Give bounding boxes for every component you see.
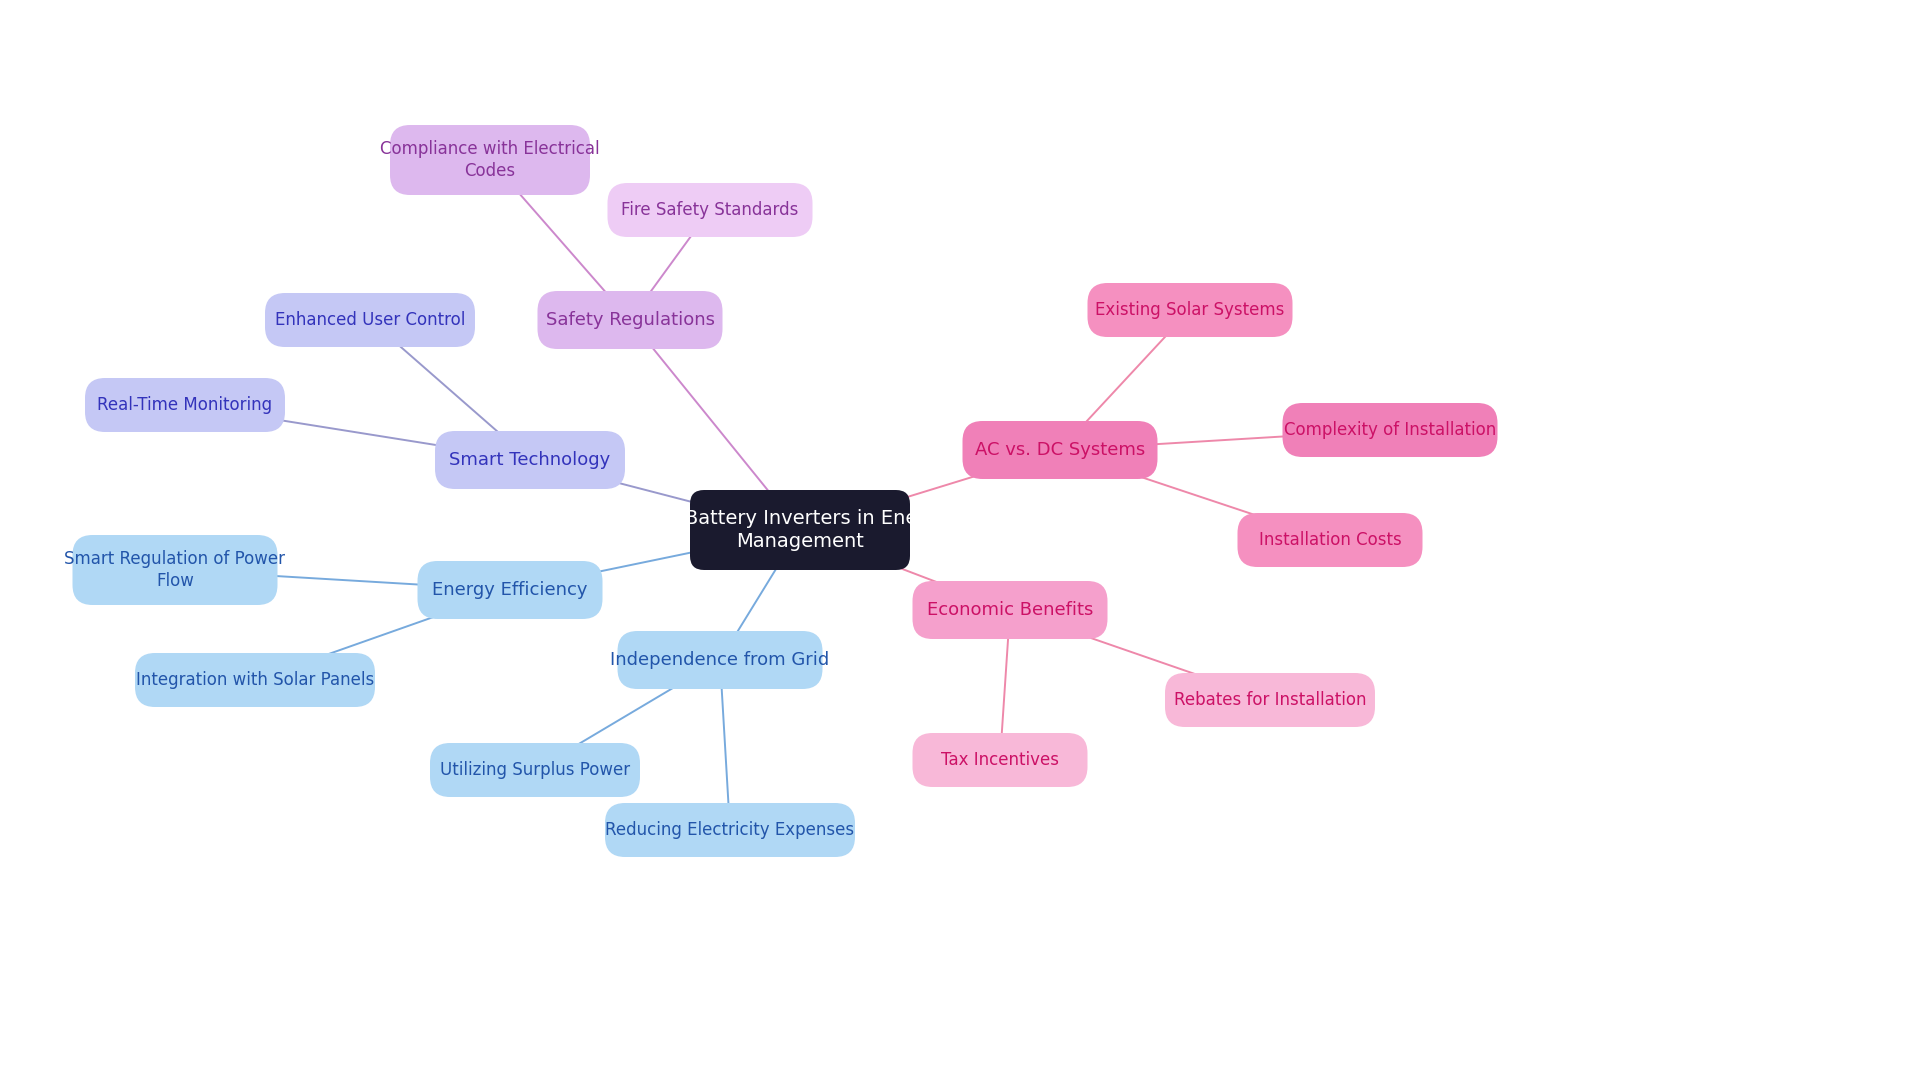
Text: Rebates for Installation: Rebates for Installation (1173, 691, 1367, 709)
FancyBboxPatch shape (390, 125, 589, 195)
Text: Integration with Solar Panels: Integration with Solar Panels (136, 671, 374, 689)
Text: Economic Benefits: Economic Benefits (927, 601, 1092, 619)
Text: Smart Regulation of Power
Flow: Smart Regulation of Power Flow (65, 550, 286, 590)
FancyBboxPatch shape (962, 421, 1158, 479)
FancyBboxPatch shape (538, 291, 722, 349)
FancyBboxPatch shape (1238, 513, 1423, 567)
Text: Existing Solar Systems: Existing Solar Systems (1094, 301, 1284, 319)
FancyBboxPatch shape (607, 183, 812, 237)
FancyBboxPatch shape (430, 743, 639, 797)
FancyBboxPatch shape (912, 733, 1087, 787)
Text: Independence from Grid: Independence from Grid (611, 651, 829, 669)
FancyBboxPatch shape (436, 431, 626, 490)
FancyBboxPatch shape (417, 561, 603, 619)
FancyBboxPatch shape (618, 631, 822, 689)
FancyBboxPatch shape (605, 803, 854, 857)
Text: Complexity of Installation: Complexity of Installation (1284, 421, 1496, 439)
Text: AC vs. DC Systems: AC vs. DC Systems (975, 441, 1144, 459)
Text: Smart Technology: Smart Technology (449, 451, 611, 469)
FancyBboxPatch shape (912, 580, 1108, 639)
FancyBboxPatch shape (689, 490, 910, 570)
Text: Enhanced User Control: Enhanced User Control (275, 311, 465, 329)
Text: Safety Regulations: Safety Regulations (545, 311, 714, 329)
FancyBboxPatch shape (1283, 403, 1498, 457)
Text: Compliance with Electrical
Codes: Compliance with Electrical Codes (380, 140, 599, 180)
Text: Energy Efficiency: Energy Efficiency (432, 580, 588, 599)
FancyBboxPatch shape (265, 293, 474, 347)
Text: Tax Incentives: Tax Incentives (941, 751, 1060, 769)
Text: Reducing Electricity Expenses: Reducing Electricity Expenses (605, 821, 854, 839)
FancyBboxPatch shape (1087, 283, 1292, 337)
Text: Utilizing Surplus Power: Utilizing Surplus Power (440, 761, 630, 779)
FancyBboxPatch shape (1165, 673, 1375, 727)
Text: AC Battery Inverters in Energy
Management: AC Battery Inverters in Energy Managemen… (651, 509, 948, 551)
FancyBboxPatch shape (73, 535, 278, 605)
Text: Installation Costs: Installation Costs (1260, 531, 1402, 549)
FancyBboxPatch shape (84, 378, 284, 432)
Text: Real-Time Monitoring: Real-Time Monitoring (98, 396, 273, 414)
FancyBboxPatch shape (134, 653, 374, 707)
Text: Fire Safety Standards: Fire Safety Standards (622, 201, 799, 219)
